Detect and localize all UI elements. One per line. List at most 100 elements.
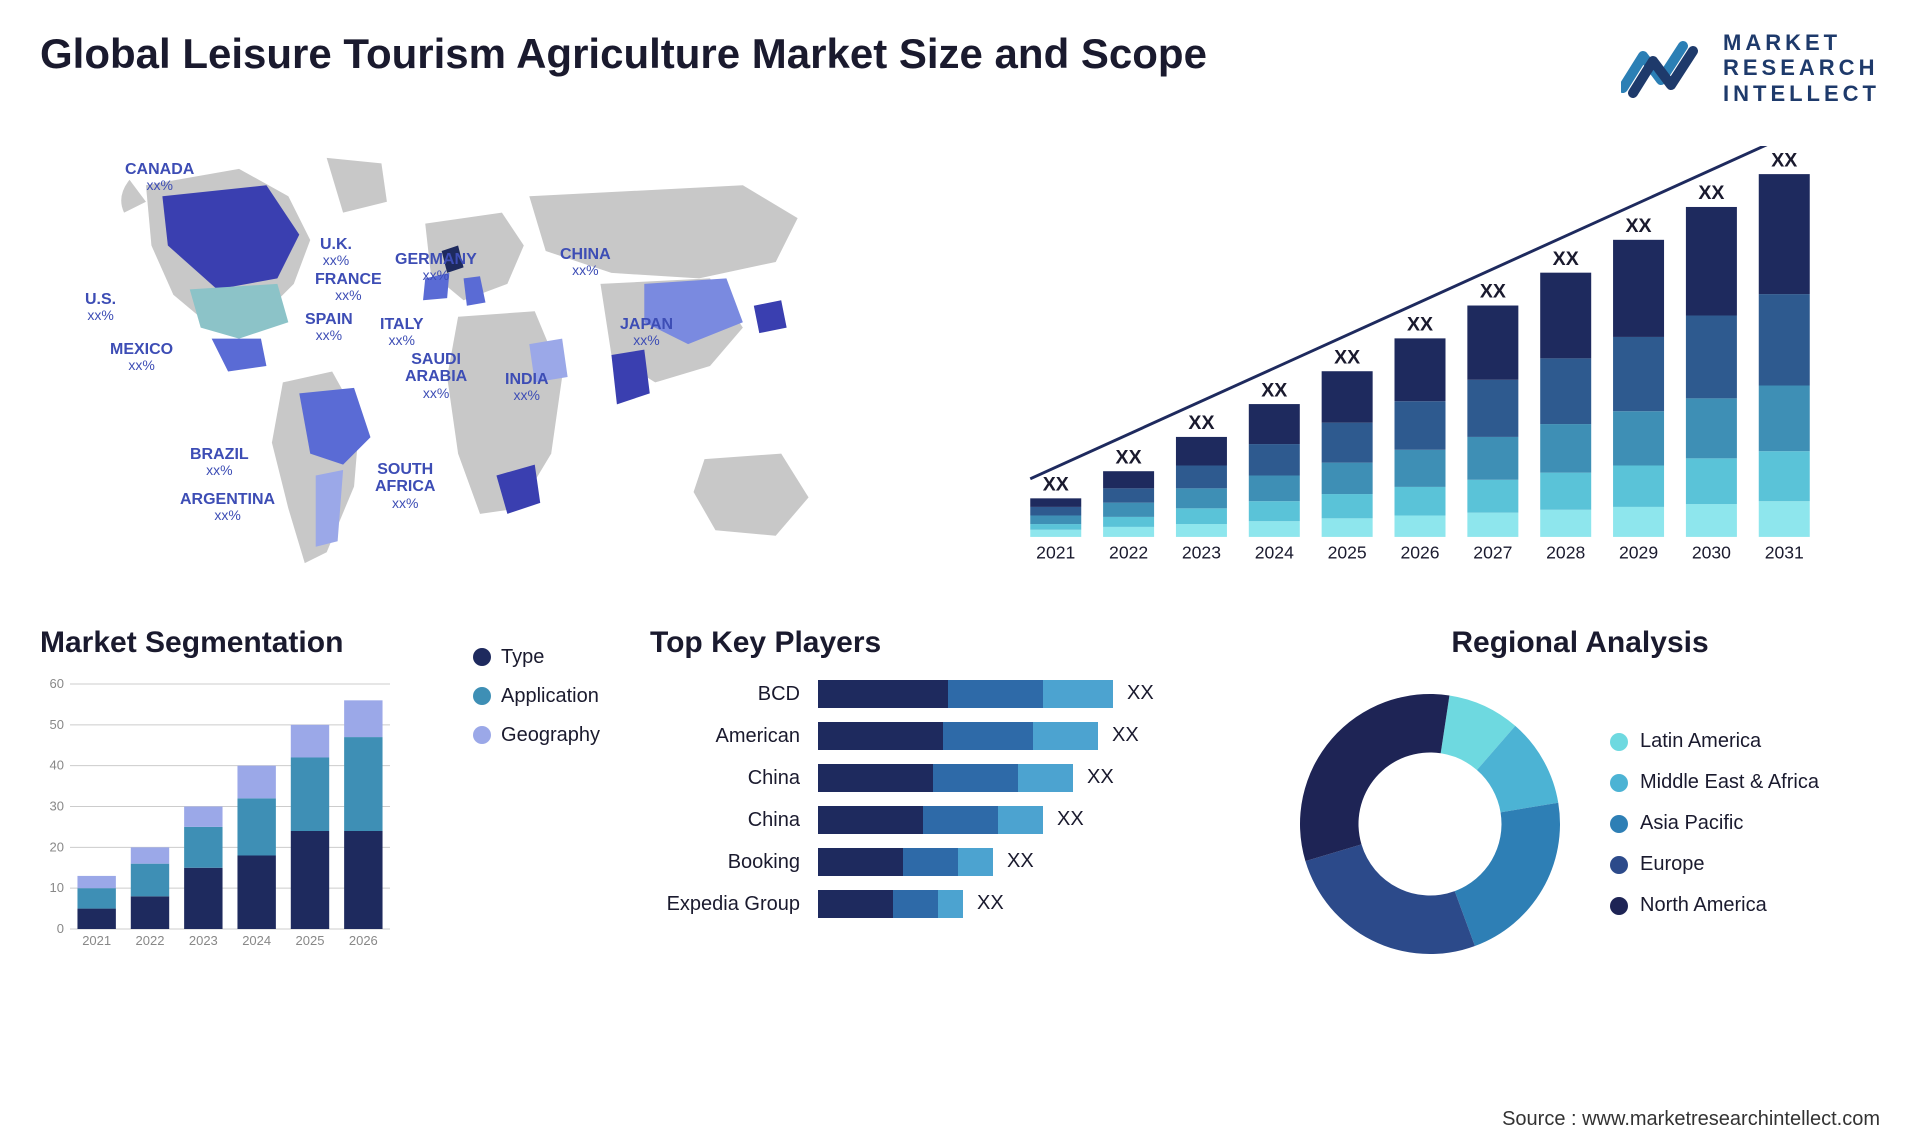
growth-value-label: XX	[1407, 313, 1433, 335]
svg-text:20: 20	[50, 839, 64, 854]
segmentation-title: Market Segmentation	[40, 626, 453, 660]
svg-text:2025: 2025	[296, 933, 325, 948]
map-label-italy: ITALYxx%	[380, 316, 424, 349]
player-bar-seg	[933, 764, 1018, 792]
seg-legend-label: Geography	[501, 724, 600, 747]
regional-panel: Latin AmericaMiddle East & AfricaAsia Pa…	[1280, 674, 1880, 974]
player-bar-seg	[818, 848, 903, 876]
growth-bar-seg	[1176, 524, 1227, 537]
seg-bar-seg	[344, 831, 382, 929]
svg-text:2023: 2023	[189, 933, 218, 948]
growth-bar-seg	[1249, 521, 1300, 537]
growth-bar-seg	[1322, 423, 1373, 463]
segmentation-panel: Market Segmentation 01020304050602021202…	[40, 626, 600, 974]
regional-donut-chart	[1280, 674, 1580, 974]
growth-bar-seg	[1249, 404, 1300, 444]
growth-value-label: XX	[1116, 446, 1142, 468]
growth-value-label: XX	[1043, 473, 1069, 495]
growth-year-label: 2025	[1328, 542, 1367, 562]
growth-bar-seg	[1103, 503, 1154, 517]
growth-bar-seg	[1176, 465, 1227, 488]
regional-title: Regional Analysis	[1280, 626, 1880, 660]
page-title: Global Leisure Tourism Agriculture Marke…	[40, 30, 1207, 78]
player-bar-seg	[948, 680, 1043, 708]
growth-bar-seg	[1103, 488, 1154, 502]
player-bar-seg	[1033, 722, 1098, 750]
growth-bar-seg	[1540, 273, 1591, 359]
map-label-spain: SPAINxx%	[305, 311, 353, 344]
player-bar-seg	[923, 806, 998, 834]
player-bar-seg	[943, 722, 1033, 750]
svg-text:10: 10	[50, 880, 64, 895]
growth-bar-seg	[1467, 513, 1518, 537]
regional-legend-label: North America	[1640, 894, 1767, 917]
regional-legend-item: Asia Pacific	[1610, 812, 1819, 835]
player-bar-seg	[893, 890, 938, 918]
seg-legend-label: Type	[501, 646, 544, 669]
regional-panel-outer: Regional Analysis Latin AmericaMiddle Ea…	[1280, 626, 1880, 974]
player-bar-seg	[818, 722, 943, 750]
swatch-icon	[473, 648, 491, 666]
map-label-china: CHINAxx%	[560, 246, 611, 279]
swatch-icon	[1610, 815, 1628, 833]
source-footer: Source : www.marketresearchintellect.com	[1502, 1108, 1880, 1131]
seg-bar-seg	[131, 896, 169, 929]
growth-bar-seg	[1395, 338, 1446, 401]
growth-bar-seg	[1176, 488, 1227, 508]
world-map-panel: CANADAxx%U.S.xx%MEXICOxx%BRAZILxx%ARGENT…	[40, 136, 920, 596]
swatch-icon	[473, 687, 491, 705]
map-label-germany: GERMANYxx%	[395, 251, 477, 284]
growth-bar-seg	[1540, 424, 1591, 473]
player-bar	[818, 680, 1113, 708]
growth-chart: XX2021XX2022XX2023XX2024XX2025XX2026XX20…	[980, 146, 1860, 576]
player-bar	[818, 848, 993, 876]
map-label-france: FRANCExx%	[315, 271, 382, 304]
player-bar	[818, 890, 963, 918]
map-label-south-africa: SOUTHAFRICAxx%	[375, 461, 435, 512]
growth-year-label: 2024	[1255, 542, 1294, 562]
player-bars: XXXXXXXXXXXX	[818, 680, 1230, 918]
player-label: Expedia Group	[650, 890, 800, 918]
player-bar-seg	[818, 806, 923, 834]
player-value: XX	[1087, 766, 1114, 789]
donut-segment	[1305, 844, 1474, 954]
growth-bar-seg	[1467, 380, 1518, 437]
map-label-india: INDIAxx%	[505, 371, 549, 404]
player-value: XX	[1007, 850, 1034, 873]
growth-bar-seg	[1030, 507, 1081, 516]
growth-year-label: 2028	[1546, 542, 1585, 562]
player-bar	[818, 806, 1043, 834]
donut-wrap	[1280, 674, 1580, 974]
growth-bar-seg	[1686, 458, 1737, 504]
growth-year-label: 2031	[1765, 542, 1804, 562]
growth-value-label: XX	[1480, 281, 1506, 303]
map-label-u-s-: U.S.xx%	[85, 291, 116, 324]
player-label: China	[650, 806, 800, 834]
seg-bar-seg	[344, 700, 382, 737]
player-row: XX	[818, 806, 1230, 834]
growth-bar-seg	[1759, 174, 1810, 294]
regional-legend-label: Latin America	[1640, 730, 1761, 753]
key-players-body: BCDAmericanChinaChinaBookingExpedia Grou…	[650, 674, 1230, 918]
donut-segment	[1455, 803, 1560, 946]
growth-bar-seg	[1686, 504, 1737, 537]
map-label-brazil: BRAZILxx%	[190, 446, 249, 479]
map-label-japan: JAPANxx%	[620, 316, 673, 349]
svg-text:2021: 2021	[82, 933, 111, 948]
player-row: XX	[818, 848, 1230, 876]
logo-line1: MARKET	[1723, 30, 1880, 55]
logo-mark-icon	[1621, 38, 1711, 98]
seg-bar-seg	[77, 888, 115, 908]
growth-bar-seg	[1395, 401, 1446, 450]
regional-legend-label: Asia Pacific	[1640, 812, 1743, 835]
key-players-panel: Top Key Players BCDAmericanChinaChinaBoo…	[650, 626, 1230, 974]
seg-bar-seg	[237, 798, 275, 855]
growth-bar-seg	[1103, 517, 1154, 527]
donut-segment	[1300, 694, 1449, 861]
growth-year-label: 2030	[1692, 542, 1731, 562]
player-labels: BCDAmericanChinaChinaBookingExpedia Grou…	[650, 680, 800, 918]
growth-value-label: XX	[1261, 379, 1287, 401]
growth-bar-seg	[1395, 450, 1446, 487]
seg-bar-seg	[344, 737, 382, 831]
player-label: Booking	[650, 848, 800, 876]
